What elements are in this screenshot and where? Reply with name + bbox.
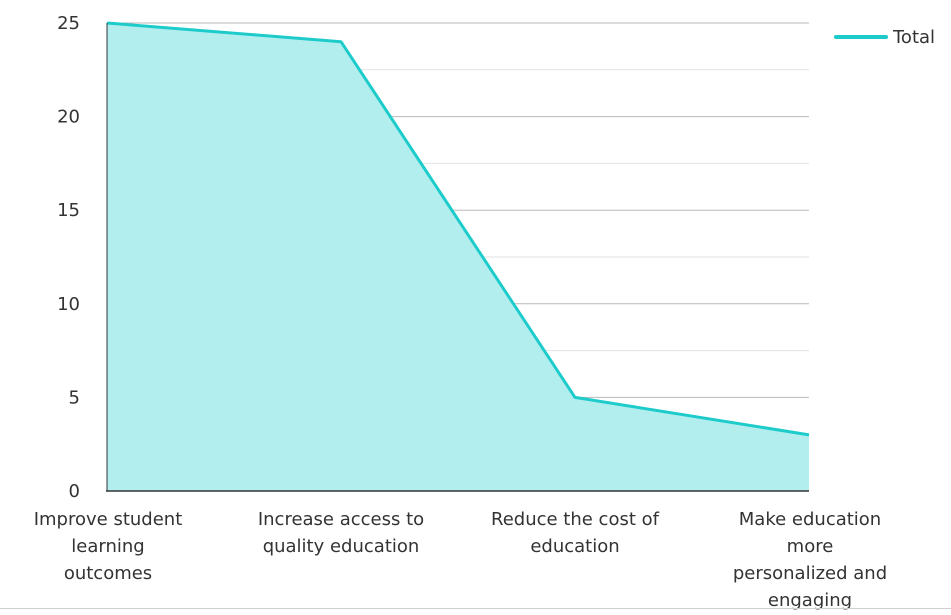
- x-category-label: Improve student learning outcomes: [34, 509, 183, 584]
- y-tick-label: 5: [69, 387, 80, 408]
- x-category-label-line: more: [787, 536, 834, 557]
- x-category-label: Increase access to quality education: [258, 509, 424, 557]
- x-category-label-line: learning: [71, 536, 144, 557]
- series-area-total: [107, 23, 809, 491]
- legend: Total: [834, 27, 935, 48]
- x-category-label-line: quality education: [263, 536, 420, 557]
- x-category-label: Make education more personalized and engagi…: [733, 509, 887, 611]
- x-category-label-line: Make education: [739, 509, 881, 530]
- x-category-label-line: outcomes: [64, 563, 152, 584]
- y-tick-label: 0: [69, 481, 80, 502]
- series-line-total: [106, 21, 810, 437]
- y-tick-label: 20: [57, 107, 80, 128]
- y-tick-label: 15: [57, 200, 80, 221]
- legend-label-total: Total: [892, 27, 935, 48]
- x-category-label-line: Increase access to: [258, 509, 424, 530]
- x-axis-category-labels: Improve student learning outcomes Increase …: [34, 509, 887, 611]
- x-category-label-line: Reduce the cost of: [491, 509, 660, 530]
- y-tick-label: 25: [57, 13, 80, 34]
- bottom-divider: [0, 608, 951, 609]
- x-category-label-line: Improve student: [34, 509, 183, 530]
- y-tick-label: 10: [57, 294, 80, 315]
- axes: [106, 23, 809, 492]
- x-category-label-line: engaging: [768, 590, 852, 611]
- x-category-label-line: personalized and: [733, 563, 887, 584]
- x-category-label-line: education: [530, 536, 619, 557]
- y-axis-tick-labels: 0 5 10 15 20 25: [57, 13, 80, 502]
- x-category-label: Reduce the cost of education: [491, 509, 660, 557]
- plot-area: [106, 21, 810, 491]
